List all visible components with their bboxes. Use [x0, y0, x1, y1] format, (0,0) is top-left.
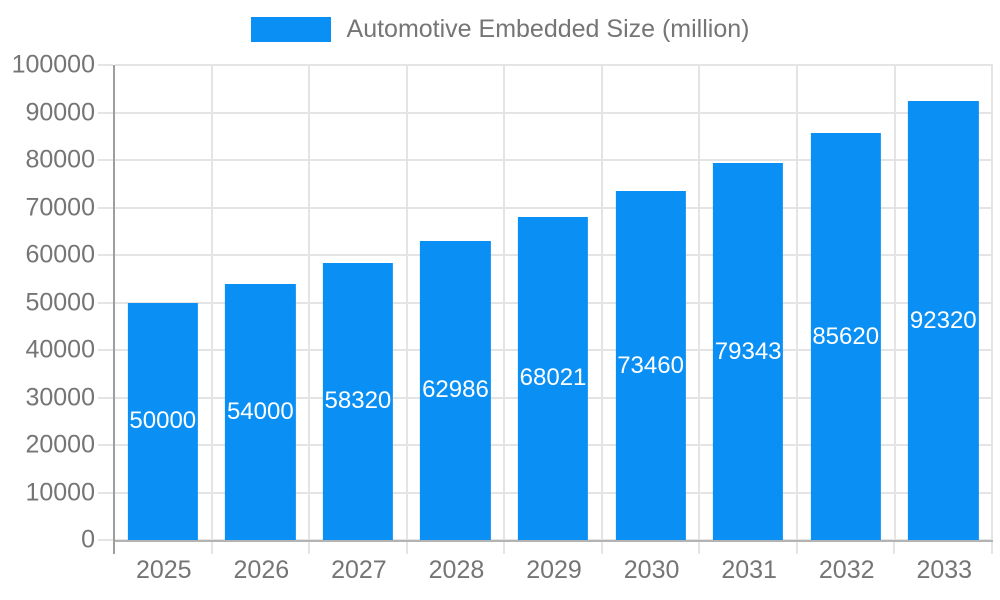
- bar: 62986: [420, 240, 491, 540]
- x-tick-mark: [308, 540, 311, 554]
- y-axis-tick-label: 20000: [25, 430, 95, 459]
- bar-value-label: 50000: [129, 407, 197, 435]
- legend-label: Automotive Embedded Size (million): [346, 15, 750, 43]
- bar-cell: 54000: [213, 65, 311, 540]
- y-tick-mark: [98, 444, 113, 446]
- x-axis-tick-label: 2026: [233, 556, 290, 584]
- x-tick-mark: [503, 540, 506, 554]
- x-axis-tick-label: 2029: [526, 556, 582, 584]
- x-axis-tick-label: 2032: [818, 556, 875, 584]
- y-tick-mark: [98, 301, 113, 304]
- bar-cell: 62986: [408, 65, 506, 540]
- bar-value-label: 79343: [714, 337, 782, 365]
- y-tick-mark: [98, 254, 113, 256]
- bar-cell: 92320: [896, 65, 994, 540]
- gridline: [115, 64, 993, 66]
- bar-cell: 50000: [115, 65, 213, 540]
- bar: 50000: [127, 302, 198, 540]
- x-axis-tick-label: 2030: [623, 556, 680, 584]
- y-tick-mark: [98, 206, 113, 209]
- y-axis-line: [113, 65, 115, 554]
- y-axis-tick-label: 80000: [25, 145, 95, 174]
- bar: 54000: [225, 283, 296, 540]
- bar-cell: 79343: [700, 65, 798, 540]
- bar: 73460: [615, 191, 686, 540]
- gridline: [115, 206, 993, 209]
- y-axis-labels: 0 10000 20000 30000 40000 50000 60000 70000 8000…: [0, 52, 95, 552]
- y-tick-mark: [98, 349, 113, 351]
- y-tick-mark: [98, 159, 113, 161]
- y-axis-tick-label: 70000: [25, 193, 95, 221]
- y-tick-mark: [98, 539, 113, 541]
- bar-cell: 68021: [505, 65, 603, 540]
- x-tick-mark: [991, 540, 993, 554]
- x-tick-mark: [893, 540, 896, 554]
- x-axis-line: [113, 540, 993, 542]
- x-axis-tick-label: 2033: [916, 556, 973, 584]
- bar-value-label: 85620: [812, 322, 880, 350]
- x-tick-marks: [113, 540, 993, 554]
- bar: 68021: [517, 216, 589, 540]
- x-tick-mark: [600, 540, 603, 554]
- bar-cell: 85620: [798, 65, 896, 540]
- y-tick-mark: [98, 491, 113, 494]
- y-axis-tick-label: 30000: [25, 383, 95, 411]
- x-tick-mark: [405, 540, 408, 554]
- bar-value-label: 54000: [226, 397, 294, 425]
- bar: 92320: [908, 101, 979, 540]
- x-tick-mark: [698, 540, 701, 554]
- gridline: [115, 159, 993, 161]
- x-axis-tick-label: 2028: [428, 556, 485, 584]
- y-tick-mark: [98, 396, 113, 399]
- bar-value-label: 58320: [324, 387, 392, 415]
- gridline: [115, 111, 993, 114]
- legend-swatch: [250, 17, 331, 42]
- y-axis-tick-label: 10000: [25, 478, 95, 506]
- bar-cell: 58320: [310, 65, 408, 540]
- x-tick-mark: [210, 540, 213, 554]
- bar-value-label: 68021: [519, 364, 587, 392]
- bar: 79343: [713, 163, 784, 540]
- y-tick-mark: [98, 64, 113, 66]
- y-tick-marks: [98, 64, 113, 541]
- bar-value-label: 62986: [422, 376, 489, 404]
- bar-value-label: 92320: [909, 306, 977, 334]
- y-axis-tick-label: 40000: [25, 335, 95, 364]
- x-axis-labels: 2025 2026 2027 2028 2029 2030 2031 2032 2033: [115, 556, 993, 585]
- bar: 85620: [810, 133, 881, 540]
- y-axis-tick-label: 100000: [11, 50, 95, 79]
- y-axis-tick-label: 50000: [25, 288, 95, 316]
- bar-value-label: 73460: [617, 351, 684, 379]
- y-tick-mark: [98, 111, 113, 114]
- bar-cell: 73460: [603, 65, 701, 540]
- y-axis-tick-label: 60000: [25, 240, 95, 269]
- y-axis-tick-label: 0: [81, 525, 95, 554]
- plot-area: 50000 54000 58320 62986 68021 73460 79343 85620…: [113, 64, 994, 554]
- x-axis-tick-label: 2025: [135, 556, 192, 584]
- legend: Automotive Embedded Size (million): [0, 15, 1000, 44]
- bar: 58320: [322, 262, 394, 540]
- x-axis-tick-label: 2031: [721, 556, 777, 584]
- y-axis-tick-label: 90000: [25, 98, 95, 126]
- x-tick-mark: [795, 540, 798, 554]
- bars: 50000 54000 58320 62986 68021 73460 79343 85620…: [115, 65, 994, 540]
- x-axis-tick-label: 2027: [331, 556, 387, 584]
